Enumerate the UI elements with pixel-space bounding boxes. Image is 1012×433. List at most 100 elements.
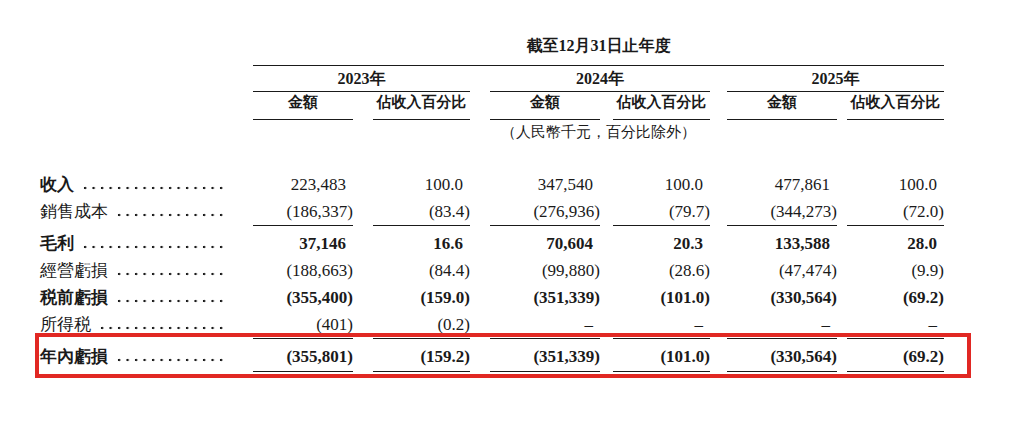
document-page: { "table": { "period_header": "截至12月31日止… xyxy=(0,0,1012,433)
row-label-wrap: 銷售成本 xyxy=(40,202,225,224)
unit-note-row: （人民幣千元，百分比除外） xyxy=(40,120,944,145)
amount-cell-2024: (351,339) xyxy=(490,288,600,310)
amount-cell-2023: 37,146 xyxy=(253,234,353,256)
pct-cell-2025: (69.2) xyxy=(847,288,944,310)
table-row: 收入 223,483 100.0 347,540 100.0 477,861 1… xyxy=(40,170,944,197)
amount-cell-2024: (276,936) xyxy=(490,202,600,224)
row-label-wrap: 經營虧損 xyxy=(40,261,225,283)
amount-cell-2025: – xyxy=(727,315,837,337)
pct-cell-2025: (9.9) xyxy=(847,261,944,283)
amount-cell-2025: (330,564) xyxy=(727,288,837,310)
dot-leader xyxy=(100,326,225,330)
table-header-period: 截至12月31日止年度 xyxy=(40,36,944,66)
amount-cell-2023: (186,337) xyxy=(253,202,353,224)
amount-cell-2025: 133,588 xyxy=(727,234,837,256)
dot-leader xyxy=(117,358,225,362)
pct-header-2023: 佔收入百分比 xyxy=(373,92,470,120)
rule-segment xyxy=(490,371,600,377)
row-label: 年內虧損 xyxy=(40,347,108,366)
dot-leader xyxy=(117,299,225,303)
row-label: 收入 xyxy=(40,175,74,194)
rule-segment xyxy=(490,225,600,226)
row-label: 税前虧損 xyxy=(40,288,108,307)
amount-cell-2024: 70,604 xyxy=(490,234,600,256)
pct-cell-2024: – xyxy=(613,315,710,337)
pct-cell-2024: (101.0) xyxy=(613,288,710,310)
amount-cell-2023: (355,400) xyxy=(253,288,353,310)
dot-leader xyxy=(117,272,225,276)
rule-segment xyxy=(253,225,353,226)
rule-segment xyxy=(373,225,470,226)
amount-cell-2025: (47,474) xyxy=(727,261,837,283)
pct-cell-2025: (69.2) xyxy=(847,347,944,369)
amount-cell-2025: (330,564) xyxy=(727,347,837,369)
table-row: 所得税 (401) (0.2) – – – – xyxy=(40,310,944,337)
table-header-subcolumns: 金額 佔收入百分比 金額 佔收入百分比 金額 佔收入百分比 xyxy=(40,92,944,120)
dot-leader xyxy=(83,245,225,249)
row-label-wrap: 所得税 xyxy=(40,315,225,337)
row-label: 銷售成本 xyxy=(40,202,108,221)
row-label: 所得税 xyxy=(40,315,91,334)
rule-segment xyxy=(253,338,353,339)
rule-segment xyxy=(613,338,710,339)
pct-header-2025: 佔收入百分比 xyxy=(847,92,944,120)
year-header-2024: 2024年 xyxy=(490,68,710,92)
double-rule-row xyxy=(40,369,944,377)
amount-cell-2024: – xyxy=(490,315,600,337)
row-label-wrap: 收入 xyxy=(40,175,225,197)
pct-cell-2025: 28.0 xyxy=(847,234,944,256)
rule-segment xyxy=(847,225,944,226)
pct-cell-2023: (159.0) xyxy=(373,288,470,310)
amount-cell-2023: (355,801) xyxy=(253,347,353,369)
amount-cell-2024: 347,540 xyxy=(490,175,600,197)
amount-cell-2023: (188,663) xyxy=(253,261,353,283)
table-row: 年內虧損 (355,801) (159.2) (351,339) (101.0)… xyxy=(40,339,944,369)
rule-segment xyxy=(253,371,353,377)
period-header: 截至12月31日止年度 xyxy=(253,36,944,66)
amount-cell-2023: 223,483 xyxy=(253,175,353,197)
amount-cell-2025: 477,861 xyxy=(727,175,837,197)
pct-cell-2024: (79.7) xyxy=(613,202,710,224)
pct-cell-2023: 16.6 xyxy=(373,234,470,256)
rule-segment xyxy=(847,338,944,339)
amount-header-2025: 金額 xyxy=(727,92,837,120)
pct-cell-2023: 100.0 xyxy=(373,175,470,197)
year-header-2025: 2025年 xyxy=(727,68,944,92)
rule-segment xyxy=(373,338,470,339)
header-body-spacer xyxy=(40,145,944,170)
row-label: 經營虧損 xyxy=(40,261,108,280)
rule-segment xyxy=(727,371,837,377)
pct-cell-2023: (0.2) xyxy=(373,315,470,337)
rule-segment xyxy=(613,225,710,226)
rule-segment xyxy=(373,371,470,377)
row-label-wrap: 毛利 xyxy=(40,234,225,256)
table-row: 經營虧損 (188,663) (84.4) (99,880) (28.6) (4… xyxy=(40,256,944,283)
rule-segment xyxy=(727,225,837,226)
rule-segment xyxy=(490,338,600,339)
rule-segment xyxy=(847,371,944,377)
amount-cell-2025: (344,273) xyxy=(727,202,837,224)
pct-header-2024: 佔收入百分比 xyxy=(613,92,710,120)
table-row: 銷售成本 (186,337) (83.4) (276,936) (79.7) (… xyxy=(40,197,944,224)
rule-segment xyxy=(613,371,710,377)
dot-leader xyxy=(117,213,225,217)
table-header-years: 2023年 2024年 2025年 xyxy=(40,68,944,92)
pct-cell-2024: 20.3 xyxy=(613,234,710,256)
row-label: 毛利 xyxy=(40,234,74,253)
pct-cell-2025: – xyxy=(847,315,944,337)
pct-cell-2025: 100.0 xyxy=(847,175,944,197)
financial-table: 截至12月31日止年度 2023年 2024年 2025年 金額 佔收入百分比 … xyxy=(40,36,944,377)
pct-cell-2024: 100.0 xyxy=(613,175,710,197)
unit-note: （人民幣千元，百分比除外） xyxy=(470,120,727,145)
pct-cell-2025: (72.0) xyxy=(847,202,944,224)
pct-cell-2023: (83.4) xyxy=(373,202,470,224)
rule-segment xyxy=(727,338,837,339)
amount-cell-2024: (351,339) xyxy=(490,347,600,369)
row-label-wrap: 年內虧損 xyxy=(40,347,225,369)
pct-cell-2024: (28.6) xyxy=(613,261,710,283)
row-label-wrap: 税前虧損 xyxy=(40,288,225,310)
pct-cell-2024: (101.0) xyxy=(613,347,710,369)
year-header-2023: 2023年 xyxy=(253,68,470,92)
pct-cell-2023: (84.4) xyxy=(373,261,470,283)
table-row: 税前虧損 (355,400) (159.0) (351,339) (101.0)… xyxy=(40,283,944,310)
